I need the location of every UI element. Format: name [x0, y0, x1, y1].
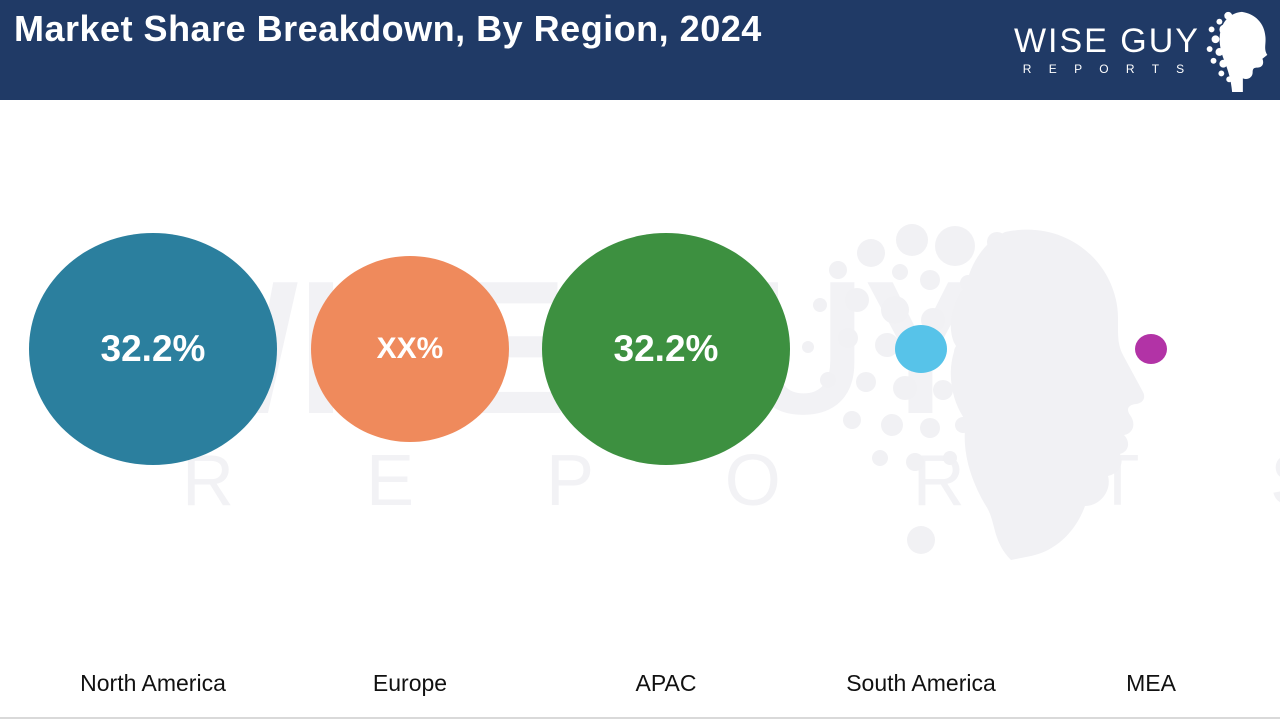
- bubble-apac: 32.2%: [542, 233, 790, 465]
- bubble-value-label-north-america: 32.2%: [100, 328, 206, 369]
- wise-guy-reports-logo: WISE GUY R E P O R T S: [1014, 4, 1272, 96]
- bubble-europe: XX%: [311, 256, 509, 442]
- bubble-south-america: [895, 325, 947, 373]
- header-bar: Market Share Breakdown, By Region, 2024 …: [0, 0, 1280, 100]
- bubble-north-america: 32.2%: [29, 233, 277, 465]
- bottom-divider: [0, 717, 1280, 719]
- category-label-europe: Europe: [372, 670, 448, 696]
- bubble-value-label-europe: XX%: [376, 332, 444, 365]
- category-label-south-america: South America: [846, 670, 996, 696]
- logo-head-icon: [1206, 11, 1268, 93]
- category-label-north-america: North America: [80, 670, 226, 696]
- category-label-mea: MEA: [1126, 670, 1176, 696]
- chart-title: Market Share Breakdown, By Region, 2024: [14, 8, 762, 49]
- watermark-head-silhouette-icon: [802, 224, 1145, 560]
- logo-sub-label: R E P O R T S: [1022, 62, 1192, 76]
- logo-name-label: WISE GUY: [1013, 22, 1200, 60]
- logo-text: WISE GUY R E P O R T S: [1014, 24, 1200, 76]
- category-label-apac: APAC: [635, 670, 697, 696]
- bubble-value-label-apac: 32.2%: [613, 328, 719, 369]
- bubble-mea: [1135, 334, 1167, 364]
